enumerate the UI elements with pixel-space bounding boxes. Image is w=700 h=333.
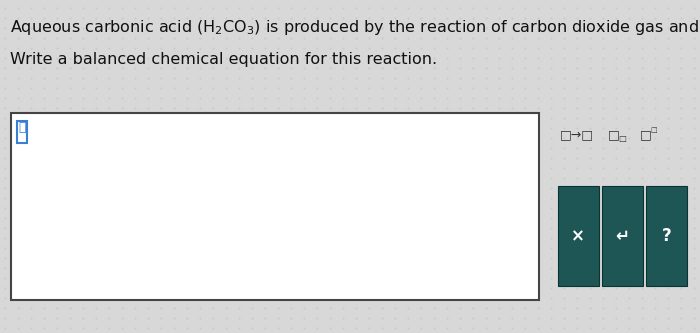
Text: ⬜: ⬜ xyxy=(18,121,26,134)
Bar xyxy=(558,186,598,286)
Text: Write a balanced chemical equation for this reaction.: Write a balanced chemical equation for t… xyxy=(10,52,437,67)
Text: □: □ xyxy=(608,128,620,142)
Text: Aqueous carbonic acid $\mathregular{(H_2CO_3)}$ is produced by the reaction of c: Aqueous carbonic acid $\mathregular{(H_2… xyxy=(10,18,700,37)
Bar xyxy=(646,186,687,286)
Text: ×: × xyxy=(571,227,585,245)
Bar xyxy=(10,113,539,300)
Text: □: □ xyxy=(618,134,626,144)
Bar xyxy=(602,186,643,286)
Text: □: □ xyxy=(650,127,657,133)
Text: ?: ? xyxy=(662,227,671,245)
Text: □→□: □→□ xyxy=(560,128,594,142)
Text: □: □ xyxy=(640,128,652,142)
Bar xyxy=(17,121,27,143)
Text: ↵: ↵ xyxy=(615,227,629,245)
